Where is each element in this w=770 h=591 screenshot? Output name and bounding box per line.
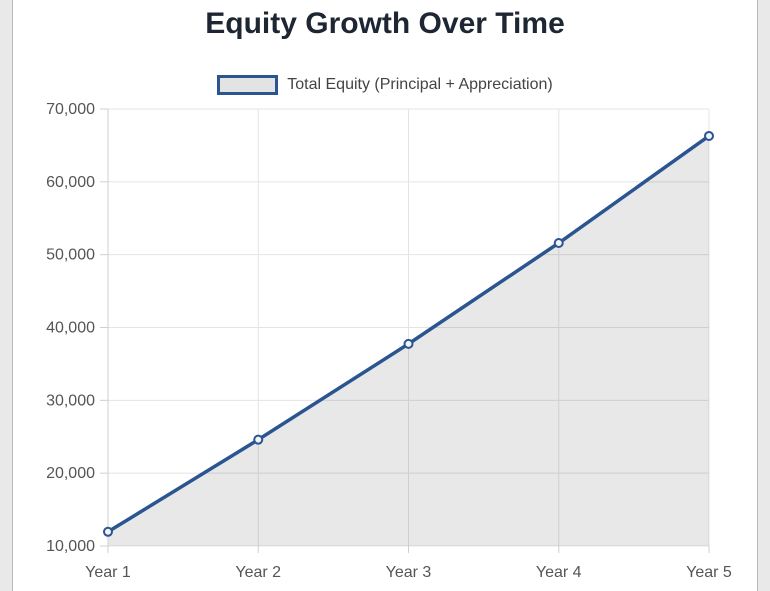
y-tick-label: 20,000 [46,465,95,482]
x-tick-label: Year 5 [686,564,732,581]
chart-card: Equity Growth Over Time Total Equity (Pr… [13,0,757,591]
x-tick-label: Year 2 [235,564,281,581]
data-point-marker[interactable] [704,130,714,141]
y-tick-label: 10,000 [46,538,95,555]
data-point-marker[interactable] [253,434,264,445]
right-gutter [757,0,770,591]
data-point-marker[interactable] [403,338,414,349]
data-point-marker[interactable] [553,238,564,249]
left-gutter [0,0,13,591]
y-tick-label: 70,000 [46,101,95,118]
y-tick-label: 60,000 [46,174,95,191]
chart-title: Equity Growth Over Time [205,7,565,40]
x-tick-label: Year 3 [386,564,432,581]
legend-item[interactable]: Total Equity (Principal + Appreciation) [13,75,757,95]
y-tick-label: 40,000 [46,320,95,337]
x-tick-label: Year 1 [85,564,131,581]
data-point-marker[interactable] [103,526,113,537]
x-tick-label: Year 4 [536,564,582,581]
legend-label: Total Equity (Principal + Appreciation) [287,76,553,93]
y-tick-label: 50,000 [46,247,95,264]
equity-line-chart: 10,000 20,000 30,000 40,000 50,000 60,000 70,0… [46,101,732,581]
y-tick-label: 30,000 [46,392,95,409]
legend-swatch [217,75,279,95]
